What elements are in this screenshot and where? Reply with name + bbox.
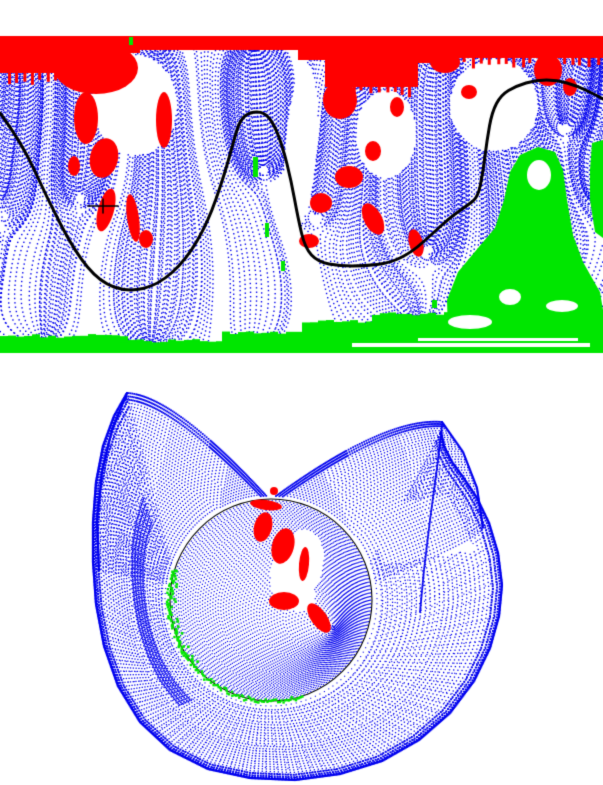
shell-3d-panel [0, 360, 603, 785]
footpoint-map-panel [0, 0, 603, 360]
